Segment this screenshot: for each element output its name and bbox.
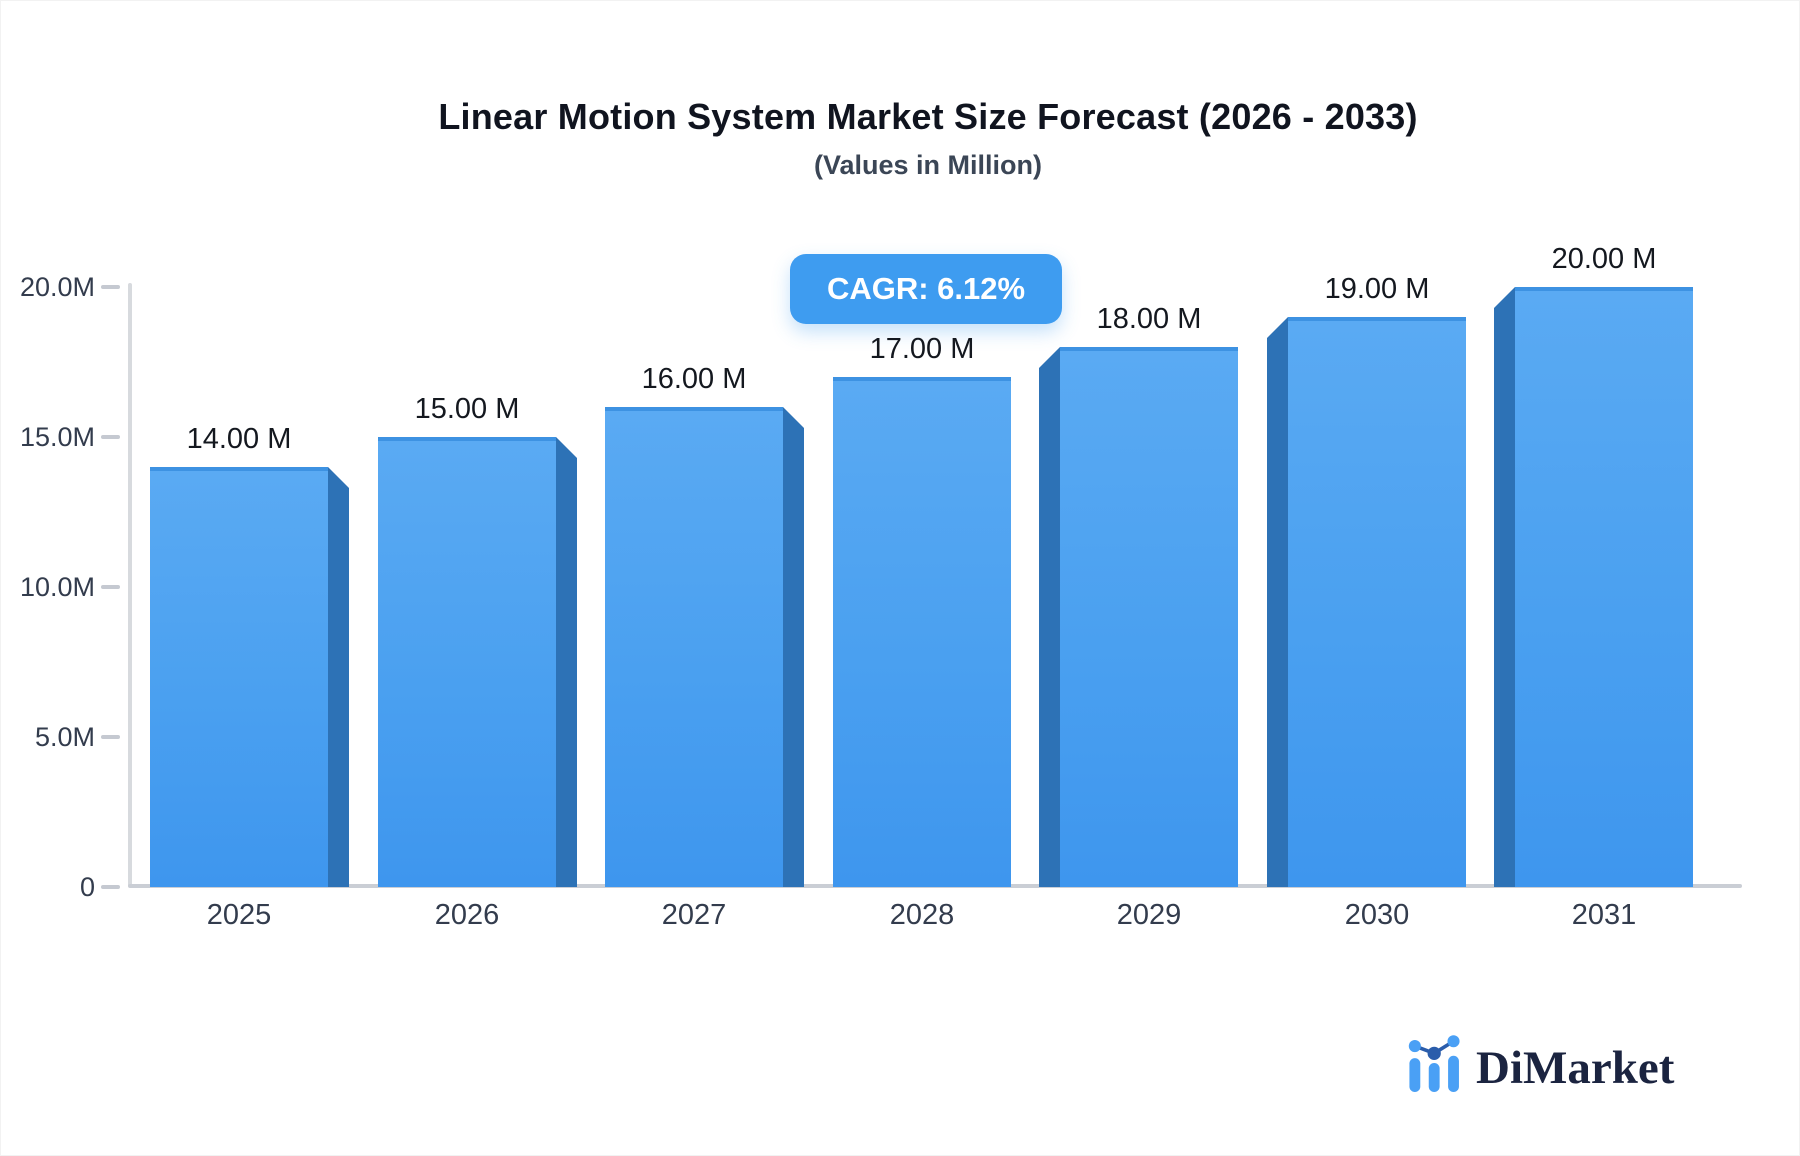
bar-2026[interactable] [378, 437, 577, 887]
bar-face [1060, 347, 1238, 887]
bar-value-label: 17.00 M [869, 333, 975, 365]
x-axis-label: 2025 [206, 899, 272, 931]
x-axis-label: 2029 [1116, 899, 1182, 931]
bar-face [605, 407, 783, 887]
bar-2028[interactable] [833, 377, 1011, 887]
bar-face [1515, 287, 1693, 887]
x-axis-label: 2031 [1571, 899, 1637, 931]
bar-value-label: 19.00 M [1324, 273, 1430, 305]
bar-side-face [1267, 317, 1288, 887]
bar-face [150, 467, 328, 887]
logo-chart-icon [1408, 1035, 1460, 1092]
x-axis-label: 2027 [661, 899, 727, 931]
y-axis-tick [101, 585, 120, 589]
bar-face [378, 437, 556, 887]
bar-value-label: 18.00 M [1096, 303, 1202, 335]
bar-2030[interactable] [1267, 317, 1466, 887]
y-axis-tick [101, 285, 120, 289]
y-axis-tick [101, 735, 120, 739]
cagr-badge: CAGR: 6.12% [790, 254, 1062, 324]
bar-face [833, 377, 1011, 887]
bar-value-label: 14.00 M [186, 423, 292, 455]
bar-face [1288, 317, 1466, 887]
y-axis-line [128, 283, 132, 887]
bar-side-face [328, 467, 349, 887]
bar-value-label: 15.00 M [414, 393, 520, 425]
bar-value-label: 16.00 M [641, 363, 747, 395]
bar-2029[interactable] [1039, 347, 1238, 887]
bar-side-face [1494, 287, 1515, 887]
bar-2031[interactable] [1494, 287, 1693, 887]
chart-subtitle: (Values in Million) [813, 150, 1043, 180]
y-axis-label: 0 [79, 872, 95, 902]
y-axis-label: 15.0M [19, 422, 95, 452]
chart-title: Linear Motion System Market Size Forecas… [438, 96, 1418, 137]
bar-side-face [1039, 347, 1060, 887]
x-axis-label: 2030 [1344, 899, 1410, 931]
y-axis-tick [101, 885, 120, 889]
dimarket-logo[interactable]: DiMarket [1408, 1034, 1674, 1092]
bar-2027[interactable] [605, 407, 804, 887]
bar-value-label: 20.00 M [1551, 243, 1657, 275]
y-axis-label: 20.0M [19, 272, 95, 302]
x-axis-label: 2028 [889, 899, 955, 931]
logo-text: DiMarket [1476, 1042, 1675, 1094]
bar-side-face [556, 437, 577, 887]
bar-side-face [783, 407, 804, 887]
y-axis-tick [101, 435, 120, 439]
bar-2025[interactable] [150, 467, 349, 887]
y-axis-label: 5.0M [34, 722, 95, 752]
x-axis-label: 2026 [434, 899, 500, 931]
y-axis-label: 10.0M [19, 572, 95, 602]
